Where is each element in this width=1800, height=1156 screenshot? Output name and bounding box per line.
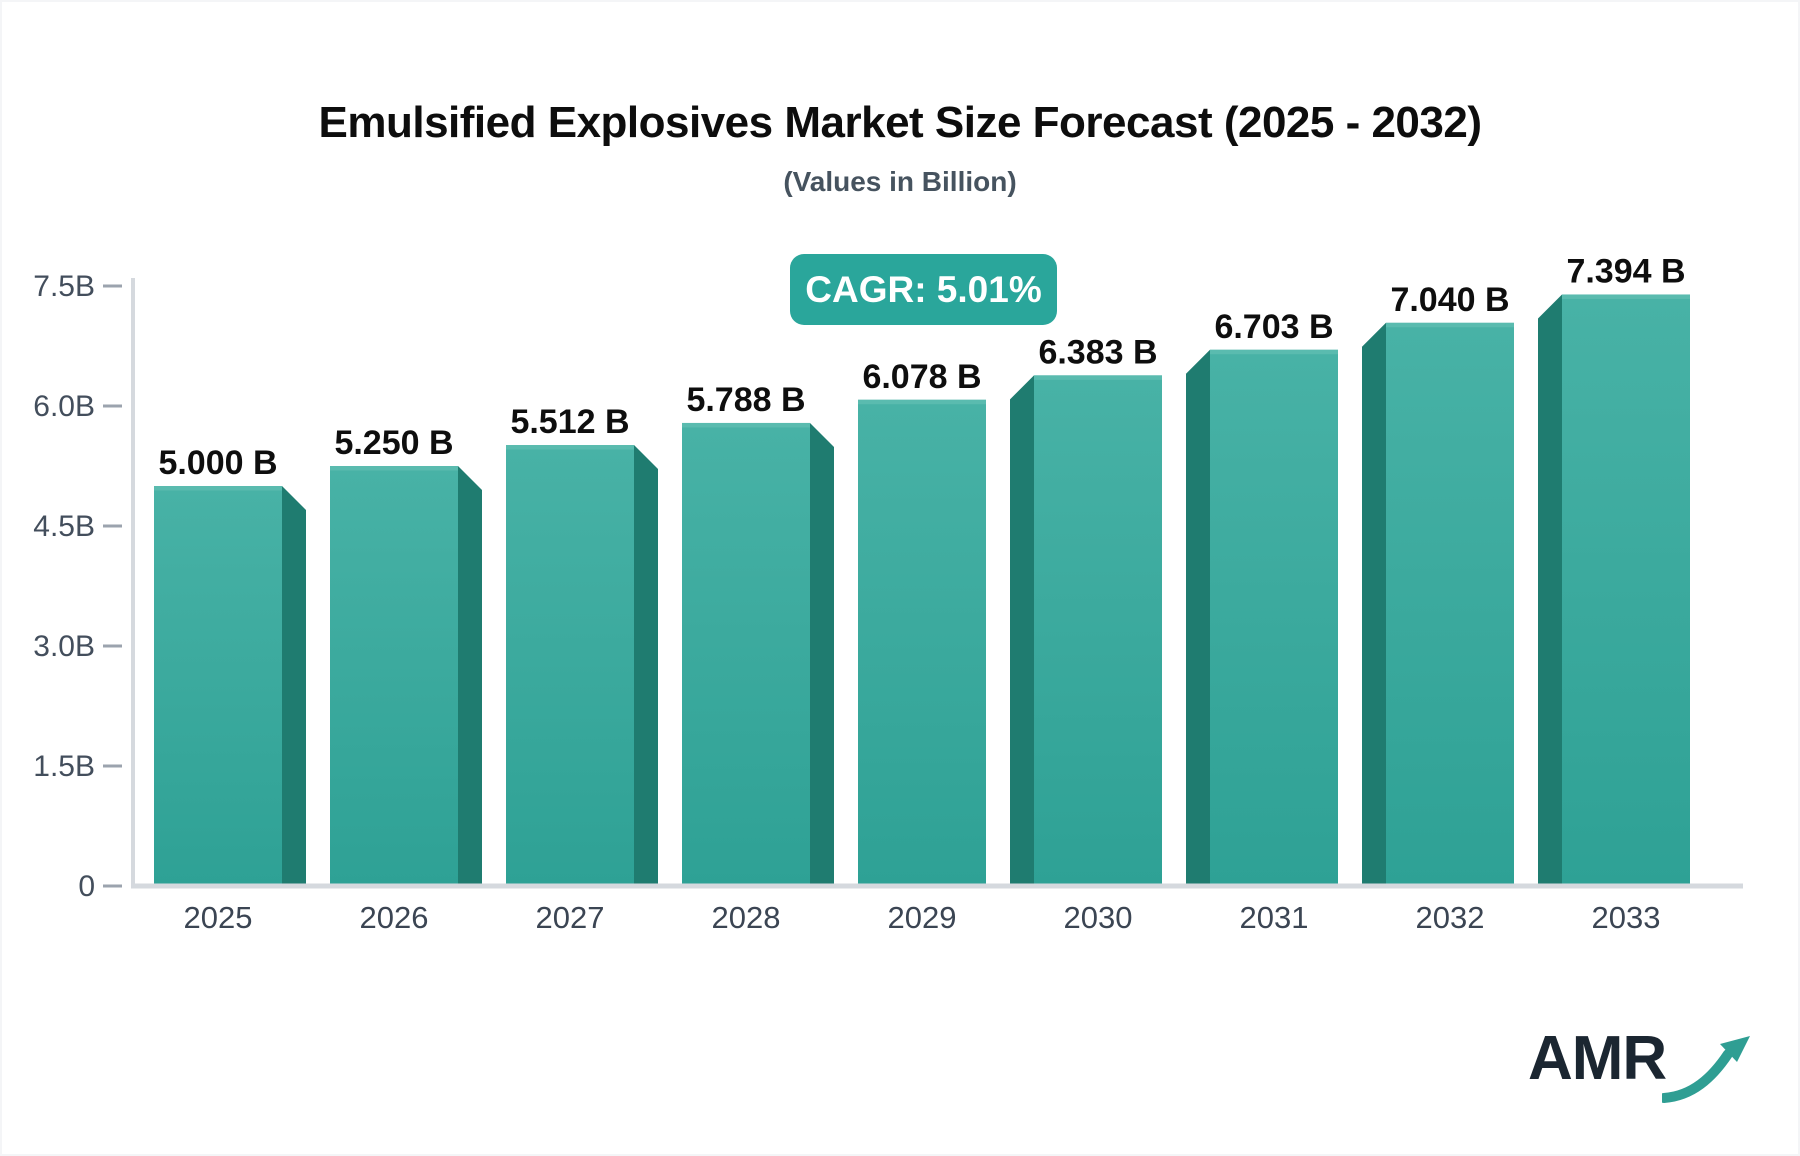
category-label: 2029: [888, 900, 957, 935]
category-label: 2032: [1416, 900, 1485, 935]
value-label: 6.078 B: [862, 358, 981, 396]
y-tick-mark: [103, 284, 122, 288]
category-label: 2033: [1592, 900, 1661, 935]
bar-2025: [154, 486, 282, 886]
value-label: 6.383 B: [1038, 333, 1157, 371]
bar-2026: [330, 466, 458, 886]
value-label: 5.512 B: [510, 403, 629, 441]
y-tick-label: 0: [78, 870, 95, 903]
y-tick-label: 1.5B: [33, 750, 95, 783]
bar-top-edge: [1210, 349, 1338, 355]
bar-2031: [1210, 349, 1338, 886]
bar-top-edge: [1386, 322, 1514, 328]
bar-side-face: [1538, 294, 1562, 887]
x-axis-line: [131, 883, 1743, 889]
bar-2028: [682, 422, 810, 886]
bar-2032: [1386, 322, 1514, 886]
y-tick-mark: [103, 404, 122, 408]
page-title: Emulsified Explosives Market Size Foreca…: [318, 98, 1483, 147]
bar-2027: [506, 445, 634, 886]
bar-side-face: [634, 445, 658, 886]
y-axis-line: [131, 278, 135, 888]
category-label: 2028: [712, 900, 781, 935]
bar-side-face: [1010, 375, 1034, 886]
value-label: 5.000 B: [158, 444, 277, 482]
y-tick-mark: [103, 644, 122, 648]
bar-top-edge: [1562, 294, 1690, 299]
value-label: 7.040 B: [1390, 281, 1509, 319]
bar-2030: [1034, 375, 1162, 886]
y-tick-mark: [103, 524, 122, 528]
bar-top-edge: [858, 399, 986, 405]
bar-side-face: [1186, 349, 1210, 886]
value-label: 6.703 B: [1214, 308, 1333, 346]
category-label: 2031: [1240, 900, 1309, 935]
category-label: 2027: [536, 900, 605, 935]
bar-top-edge: [154, 486, 282, 491]
y-tick-mark: [103, 884, 122, 888]
value-label: 5.250 B: [334, 424, 453, 462]
bar-2029: [858, 399, 986, 886]
bar-2033: [1562, 294, 1690, 887]
bar-top-edge: [1034, 375, 1162, 380]
bar-top-edge: [506, 445, 634, 450]
bar-top-edge: [682, 422, 810, 428]
y-tick-label: 7.5B: [33, 270, 95, 303]
category-label: 2025: [184, 900, 253, 935]
cagr-badge: CAGR: 5.01%: [790, 254, 1057, 325]
value-label: 5.788 B: [686, 381, 805, 419]
bar-side-face: [282, 486, 306, 886]
page-subtitle: (Values in Billion): [783, 166, 1017, 197]
bar-side-face: [1362, 322, 1386, 886]
amr-logo-text: AMR: [1528, 1024, 1667, 1093]
y-tick-mark: [103, 764, 122, 768]
trend-up-arrow-icon: [1662, 1036, 1751, 1103]
y-tick-label: 3.0B: [33, 630, 95, 663]
cagr-badge-label: CAGR: 5.01%: [805, 268, 1042, 310]
category-label: 2026: [360, 900, 429, 935]
value-label: 7.394 B: [1566, 252, 1685, 290]
bar-side-face: [810, 422, 834, 886]
bar-side-face: [458, 466, 482, 886]
category-label: 2030: [1064, 900, 1133, 935]
y-tick-label: 6.0B: [33, 390, 95, 423]
y-tick-label: 4.5B: [33, 510, 95, 543]
amr-logo: AMR: [1528, 1028, 1754, 1104]
bar-top-edge: [330, 466, 458, 471]
